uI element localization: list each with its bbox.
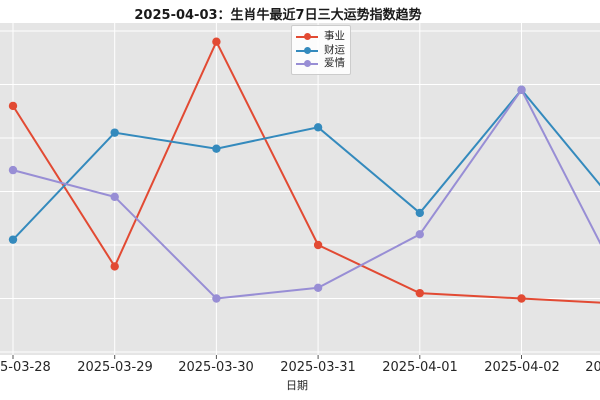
love-point [212,294,221,303]
legend: 事业 财运 爱情 [291,25,351,75]
x-tick-label-5: 2025-04-01 [382,360,458,375]
legend-item-love: 爱情 [296,57,345,70]
x-tick-label-2: 2025-03-29 [77,360,153,375]
x-tick-label-1: 2025-03-28 [0,360,51,375]
love-point [313,283,323,292]
love-line-marker-icon [296,59,318,68]
legend-label-wealth: 财运 [324,43,345,56]
wealth-point [415,208,424,218]
career-point [415,288,424,298]
career-point [8,101,18,111]
love-point [517,85,526,95]
career-point [212,37,221,46]
love-point [415,230,424,239]
x-tick-label-3: 2025-03-30 [178,360,254,375]
career-point [110,262,119,271]
wealth-point [212,144,221,153]
x-tick-label-6: 2025-04-02 [484,360,560,375]
career-point [313,240,323,250]
career-point [517,294,526,303]
x-axis-label: 日期 [286,379,308,392]
love-point [110,192,119,202]
legend-label-love: 爱情 [324,57,345,69]
love-point [8,165,18,175]
career-line-marker-icon [296,32,318,41]
plot-background [0,23,600,355]
chart-title: 2025-04-03：生肖牛最近7日三大运势指数趋势 [134,8,422,23]
wealth-point [110,128,119,137]
wealth-point [313,123,323,132]
x-tick-label-7: 2025-04-03 [585,360,600,375]
legend-item-wealth: 财运 [296,44,345,57]
wealth-point [8,235,18,244]
x-tick-label-4: 2025-03-31 [280,360,356,375]
wealth-line-marker-icon [296,46,318,55]
legend-item-career: 事业 [296,30,345,43]
legend-label-career: 事业 [324,30,345,42]
